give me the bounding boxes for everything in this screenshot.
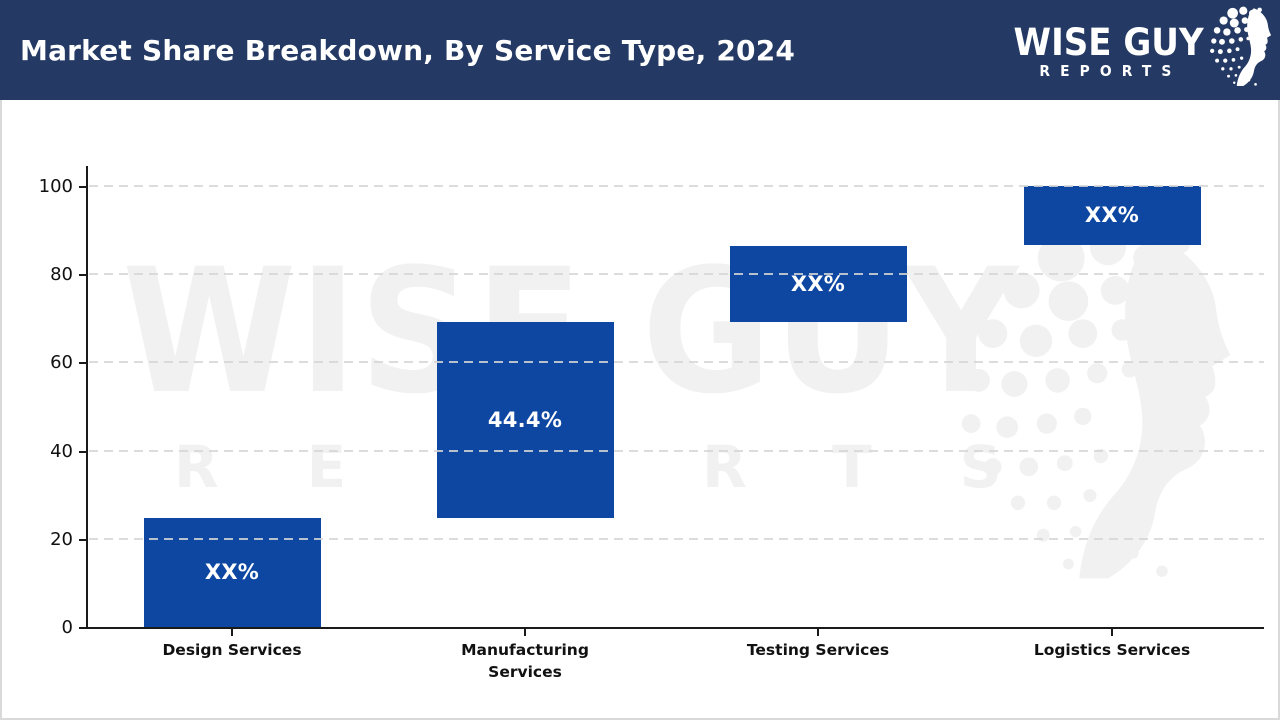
category-label-logistics-services: Logistics Services: [1033, 641, 1191, 659]
gridline-40: [89, 449, 1264, 452]
x-tick-logistics-services: [1111, 629, 1113, 636]
gridline-60: [89, 361, 1264, 364]
y-axis-line: [86, 166, 88, 629]
bar-design-services: XX%: [143, 517, 321, 627]
y-tick-20: [79, 538, 86, 541]
y-tick-label-100: 100: [38, 176, 73, 197]
bar-logistics-services: XX%: [1023, 186, 1201, 245]
y-tick-60: [79, 362, 86, 365]
y-tick-40: [79, 450, 86, 453]
y-tick-label-60: 60: [50, 352, 73, 374]
plot: XX% 44.4% XX% XX% 0 20 40 60 80 100 Design Service…: [2, 100, 1278, 718]
chart-title: Market Share Breakdown, By Service Type,…: [20, 33, 796, 67]
header-bar: Market Share Breakdown, By Service Type,…: [0, 0, 1280, 100]
x-tick-manufacturing-services: [524, 629, 526, 636]
y-tick-label-80: 80: [50, 264, 73, 286]
bar-label-design-services: XX%: [204, 560, 260, 585]
y-tick-100: [79, 186, 86, 188]
logo-subtext: REPORTS: [1039, 61, 1182, 80]
logo-wordmark: WISE GUY: [1013, 20, 1204, 64]
gridline-80: [89, 273, 1264, 276]
wiseguy-logo: WISE GUY REPORTS: [997, 5, 1280, 95]
bar-label-testing-services: XX%: [790, 271, 846, 296]
x-axis-line: [86, 627, 1264, 629]
y-tick-label-0: 0: [61, 617, 73, 638]
category-label-manufacturing-services: Manufacturing Services: [461, 641, 589, 681]
bar-label-manufacturing-services: 44.4%: [487, 407, 563, 432]
watermark-face-icon: [961, 229, 1231, 579]
logo-text: WISE GUY REPORTS: [997, 24, 1204, 79]
bar-manufacturing-services: 44.4%: [436, 321, 614, 518]
category-label-testing-services: Testing Services: [746, 641, 890, 659]
bar-label-logistics-services: XX%: [1084, 203, 1140, 228]
y-tick-0: [79, 627, 86, 629]
wiseguy-face-icon: [1210, 6, 1272, 86]
category-label-design-services: Design Services: [162, 641, 302, 659]
gridline-100: [89, 185, 1264, 187]
x-tick-design-services: [231, 629, 233, 636]
y-tick-80: [79, 274, 86, 277]
y-tick-label-20: 20: [50, 528, 73, 550]
bar-testing-services: XX%: [729, 245, 907, 322]
x-tick-testing-services: [817, 629, 819, 636]
chart-area: WISE GUY REPORTS XX% 44.4% XX% XX% 0 20 40 60 80…: [0, 100, 1280, 720]
y-tick-label-40: 40: [50, 440, 73, 462]
gridline-20: [89, 537, 1264, 540]
